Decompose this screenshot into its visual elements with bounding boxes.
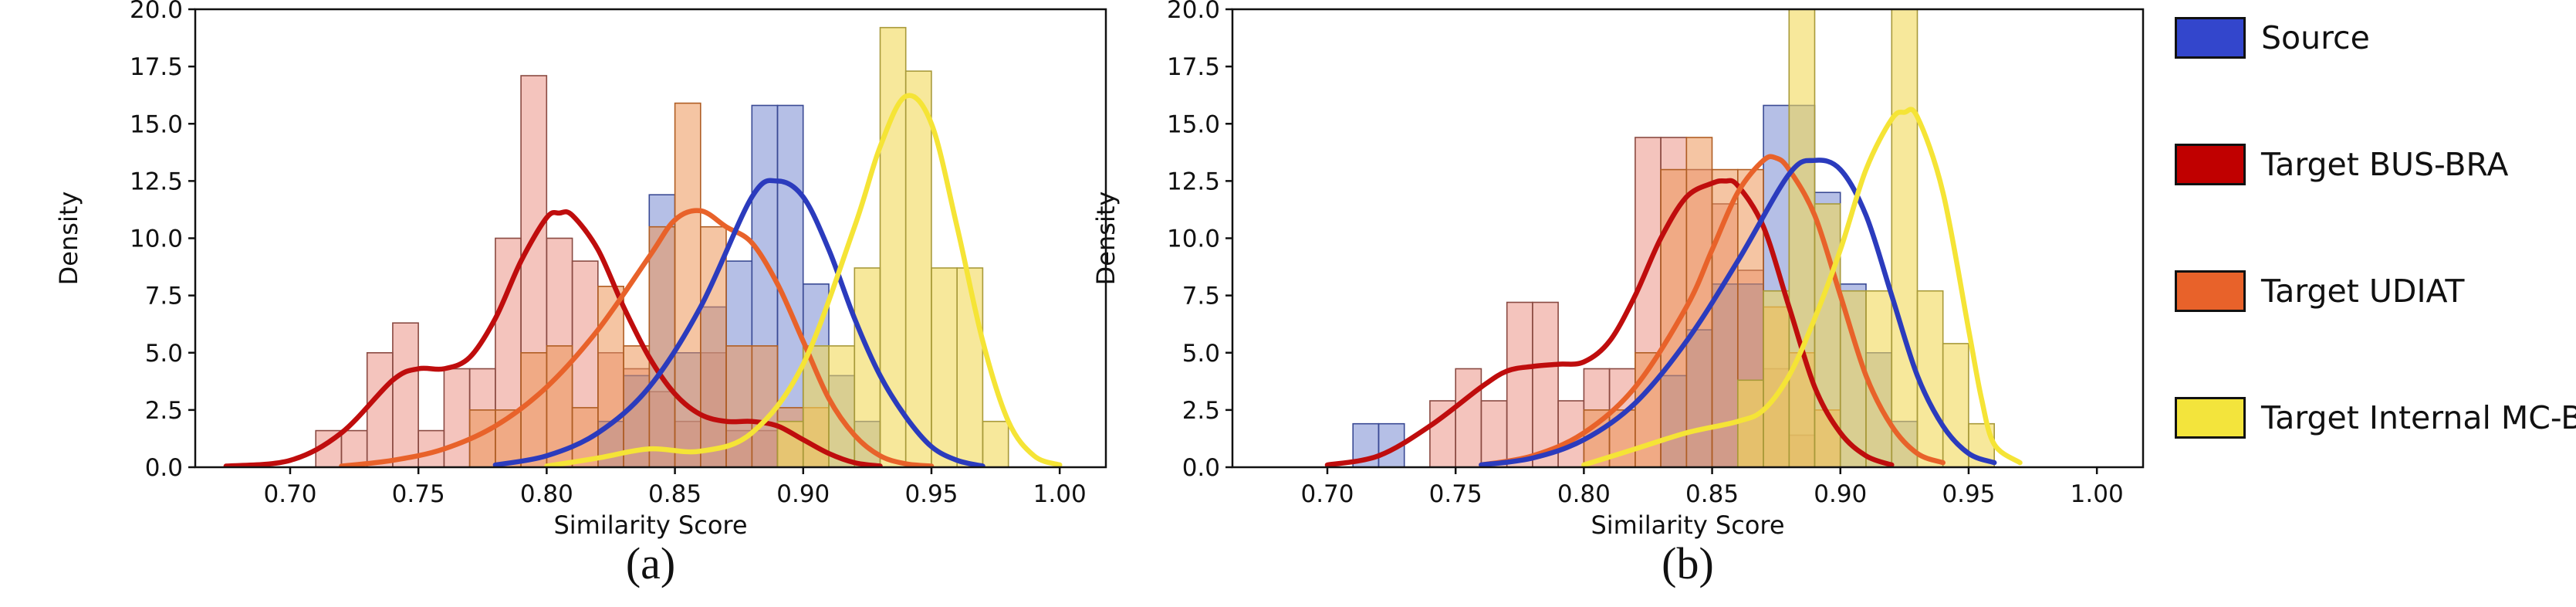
x-tick-label: 0.70 bbox=[1300, 480, 1354, 508]
kde-curve bbox=[223, 209, 883, 467]
y-tick-label: 12.5 bbox=[1167, 168, 1220, 195]
y-tick-label: 20.0 bbox=[1167, 0, 1220, 24]
y-tick-label: 10.0 bbox=[130, 226, 183, 253]
hist-bar bbox=[1891, 9, 1918, 467]
plot-area bbox=[1324, 9, 2023, 467]
y-tick-label: 5.0 bbox=[1182, 340, 1220, 368]
y-axis-label: Density bbox=[54, 192, 83, 286]
x-tick-label: 0.75 bbox=[392, 480, 445, 508]
x-tick-label: 0.75 bbox=[1429, 480, 1482, 508]
legend-label: Source bbox=[2261, 19, 2370, 56]
chart-b-plot: 0.70 0.75 0.80 0.85 0.90 0.95 1.00 0.0 2.5 5.0 7.5… bbox=[1091, 0, 2145, 540]
y-tick-label: 5.0 bbox=[145, 340, 183, 368]
hist-bar bbox=[1455, 368, 1482, 467]
legend-swatch bbox=[2175, 17, 2246, 59]
y-tick-label: 20.0 bbox=[130, 0, 183, 24]
x-tick-label: 0.90 bbox=[1814, 480, 1867, 508]
hist-bar bbox=[1736, 379, 1764, 467]
x-tick-label: 0.90 bbox=[776, 480, 830, 508]
hist-bar bbox=[1480, 400, 1508, 467]
kde-curve bbox=[1324, 178, 1895, 467]
hist-bar bbox=[443, 368, 471, 467]
y-tick-label: 0.0 bbox=[145, 454, 183, 482]
x-tick-label: 0.85 bbox=[648, 480, 701, 508]
legend-swatch bbox=[2175, 397, 2246, 439]
y-tick-label: 17.5 bbox=[1167, 53, 1220, 81]
chart-a: 0.70 0.75 0.80 0.85 0.90 0.95 1.00 0.0 2.5 5.0 7.5… bbox=[29, 0, 1125, 607]
hist-bar bbox=[520, 351, 548, 467]
hist-bar bbox=[904, 70, 932, 467]
y-tick-label: 2.5 bbox=[145, 397, 183, 425]
y-tick-label: 12.5 bbox=[130, 168, 183, 195]
kde-curve bbox=[544, 93, 1063, 467]
hist-bar bbox=[725, 345, 753, 467]
y-tick-label: 15.0 bbox=[1167, 110, 1220, 138]
kde-curve bbox=[339, 208, 935, 467]
y-tick-label: 7.5 bbox=[1182, 283, 1220, 310]
caption-a: (a) bbox=[625, 538, 676, 588]
chart-b: 0.70 0.75 0.80 0.85 0.90 0.95 1.00 0.0 2.5 5.0 7.5… bbox=[1067, 0, 2162, 607]
hist-bar bbox=[982, 420, 1009, 467]
kde-curve bbox=[1479, 154, 1946, 467]
x-tick-label: 1.00 bbox=[1033, 480, 1087, 508]
hist-bar bbox=[366, 351, 394, 467]
y-tick-label: 17.5 bbox=[130, 53, 183, 81]
hist-bar bbox=[1506, 301, 1533, 467]
legend-label: Target BUS-BRA bbox=[2261, 146, 2509, 183]
legend-swatch bbox=[2175, 144, 2246, 185]
legend-item: Target BUS-BRA bbox=[2175, 144, 2576, 185]
y-tick-label: 0.0 bbox=[1182, 454, 1220, 482]
y-tick-label: 10.0 bbox=[1167, 226, 1220, 253]
hist-bar bbox=[956, 267, 984, 467]
x-tick-label: 0.95 bbox=[904, 480, 958, 508]
x-tick-label: 0.80 bbox=[520, 480, 573, 508]
hist-bar bbox=[648, 226, 676, 467]
x-tick-label: 1.00 bbox=[2071, 480, 2124, 508]
x-tick-label: 0.80 bbox=[1557, 480, 1611, 508]
hist-bar bbox=[1865, 290, 1893, 467]
legend-item: Target Internal MC-BUS bbox=[2175, 397, 2576, 439]
y-axis-label: Density bbox=[1091, 192, 1121, 286]
legend-label: Target UDIAT bbox=[2261, 273, 2465, 310]
kde-curve bbox=[1479, 158, 1997, 467]
x-tick-label: 0.85 bbox=[1685, 480, 1739, 508]
hist-bar bbox=[751, 345, 779, 467]
legend: Source Target BUS-BRA Target UDIAT Target I… bbox=[2175, 17, 2576, 439]
kde-curve bbox=[1581, 107, 2023, 467]
y-tick-label: 7.5 bbox=[145, 283, 183, 310]
chart-a-plot: 0.70 0.75 0.80 0.85 0.90 0.95 1.00 0.0 2.5 5.0 7.5… bbox=[54, 0, 1107, 540]
legend-item: Target UDIAT bbox=[2175, 270, 2576, 312]
plot-area bbox=[223, 26, 1063, 467]
x-axis-label: Similarity Score bbox=[553, 510, 747, 540]
x-axis-label: Similarity Score bbox=[1591, 510, 1784, 540]
y-tick-label: 2.5 bbox=[1182, 397, 1220, 425]
hist-bar bbox=[1788, 9, 1816, 467]
legend-label: Target Internal MC-BUS bbox=[2261, 399, 2576, 436]
hist-bar bbox=[392, 322, 419, 467]
kde-curve bbox=[492, 178, 985, 467]
hist-bar bbox=[931, 267, 958, 467]
x-tick-label: 0.95 bbox=[1942, 480, 1995, 508]
caption-b: (b) bbox=[1662, 538, 1714, 588]
hist-bar bbox=[776, 420, 804, 467]
y-tick-label: 15.0 bbox=[130, 110, 183, 138]
hist-bar bbox=[1532, 301, 1559, 467]
legend-swatch bbox=[2175, 270, 2246, 312]
x-tick-label: 0.70 bbox=[263, 480, 316, 508]
legend-item: Source bbox=[2175, 17, 2576, 59]
hist-bar bbox=[1942, 343, 1969, 467]
